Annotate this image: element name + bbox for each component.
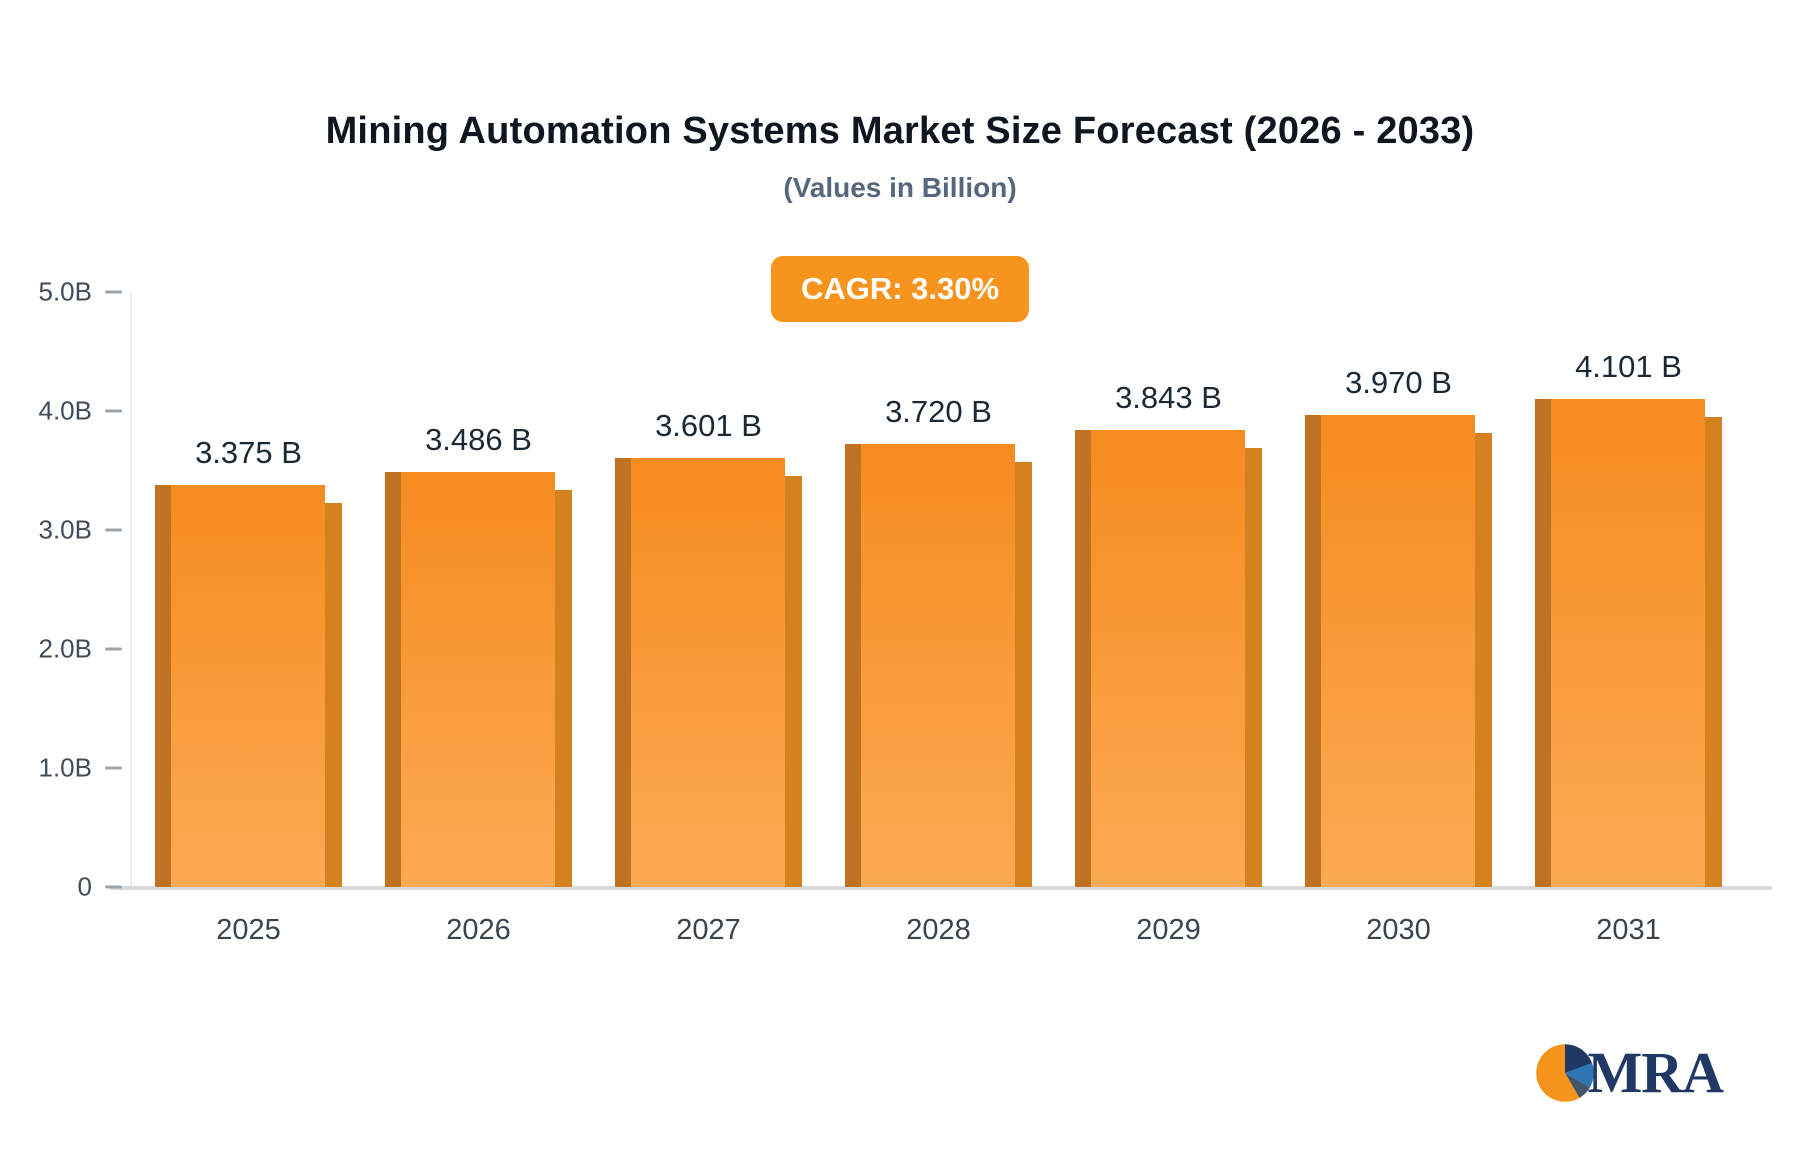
bar-value-label: 4.101 B [1575,348,1682,384]
bar-group: 3.486 B 2026 [385,292,572,946]
pie-logo-icon [1536,1043,1595,1102]
y-axis-tick-label: 5.0B [38,276,93,307]
y-axis-tick: 0 [78,872,122,903]
bar-right-side-face [1705,416,1722,887]
y-axis-tick-label: 3.0B [38,514,93,545]
y-axis-tick-mark [105,647,122,651]
y-axis-tick-mark [105,528,122,532]
bar-value-label: 3.486 B [425,422,532,458]
bar-front-face [1075,429,1245,887]
logo-text: MRA [1587,1040,1724,1105]
x-axis-label: 2031 [1596,914,1661,946]
bar-right-side-face [1245,447,1262,887]
bar-right-side-face [1015,462,1032,887]
bar-value-label: 3.375 B [195,435,302,471]
bar: 3.970 B [1305,365,1492,887]
bar-right-side-face [555,490,572,887]
bar-front-face [615,458,785,887]
bar: 4.101 B [1535,349,1722,887]
bar-left-side-face [155,485,171,887]
bar: 3.486 B [385,422,572,887]
chart-subtitle: (Values in Billion) [783,172,1017,203]
bar-left-side-face [615,458,631,887]
bar-left-side-face [1305,414,1321,887]
bar-right-side-face [1475,432,1492,887]
bar-group: 3.843 B 2029 [1075,292,1262,946]
bar-front-face [845,444,1015,887]
bar-group: 3.720 B 2028 [845,292,1032,946]
bar: 3.720 B [845,394,1032,887]
bar-front-face [385,472,555,887]
bar-value-label: 3.970 B [1345,364,1452,400]
bars-container: 3.375 B 2025 3.486 B 2026 3.601 B 2027 3.720 B… [132,292,1772,946]
bar-group: 3.970 B 2030 [1305,292,1492,946]
y-axis-tick-label: 4.0B [38,395,93,426]
bar-right-side-face [785,476,802,887]
y-axis-tick-label: 0 [77,871,92,902]
y-axis-tick: 1.0B [38,752,122,784]
bar-left-side-face [1535,398,1551,887]
y-axis-tick: 5.0B [38,276,122,308]
bar-group: 3.375 B 2025 [155,292,342,946]
bar-group: 4.101 B 2031 [1535,292,1722,946]
cagr-badge: CAGR: 3.30% [770,256,1030,322]
bar: 3.601 B [615,408,802,887]
y-axis-tick-mark [105,409,122,413]
brand-logo: MRA [1533,1039,1724,1106]
y-axis-tick: 4.0B [38,395,122,427]
chart-title: Mining Automation Systems Market Size Fo… [325,110,1475,152]
bar-front-face [1305,414,1475,887]
y-axis-tick: 2.0B [38,633,122,665]
x-axis-label: 2029 [1136,914,1201,946]
x-axis-line [110,886,1772,890]
bar-right-side-face [325,503,342,887]
bar: 3.375 B [155,435,342,887]
bar-left-side-face [385,472,401,887]
x-axis-label: 2027 [676,914,741,946]
x-axis-label: 2025 [216,914,281,946]
bar: 3.843 B [1075,380,1262,887]
bar-left-side-face [845,444,861,887]
bar-group: 3.601 B 2027 [615,292,802,946]
y-axis-tick-mark [105,885,122,889]
bar-value-label: 3.601 B [655,408,762,444]
bar-left-side-face [1075,429,1091,887]
y-axis-tick-mark [105,290,122,294]
x-axis-label: 2030 [1366,914,1431,946]
bar-value-label: 3.843 B [1115,379,1222,415]
y-axis-tick-label: 1.0B [38,752,93,783]
bar-front-face [155,485,325,887]
chart-plot-area: 0 1.0B 2.0B 3.0B 4.0B 5.0B 3.375 B 2025 3.486 B… [39,277,1772,946]
x-axis-label: 2026 [446,914,511,946]
x-axis-label: 2028 [906,914,971,946]
y-axis-tick: 3.0B [38,514,122,546]
bar-value-label: 3.720 B [885,394,992,430]
y-axis-tick-mark [105,766,122,770]
y-axis-tick-label: 2.0B [38,633,93,664]
bar-front-face [1535,398,1705,887]
